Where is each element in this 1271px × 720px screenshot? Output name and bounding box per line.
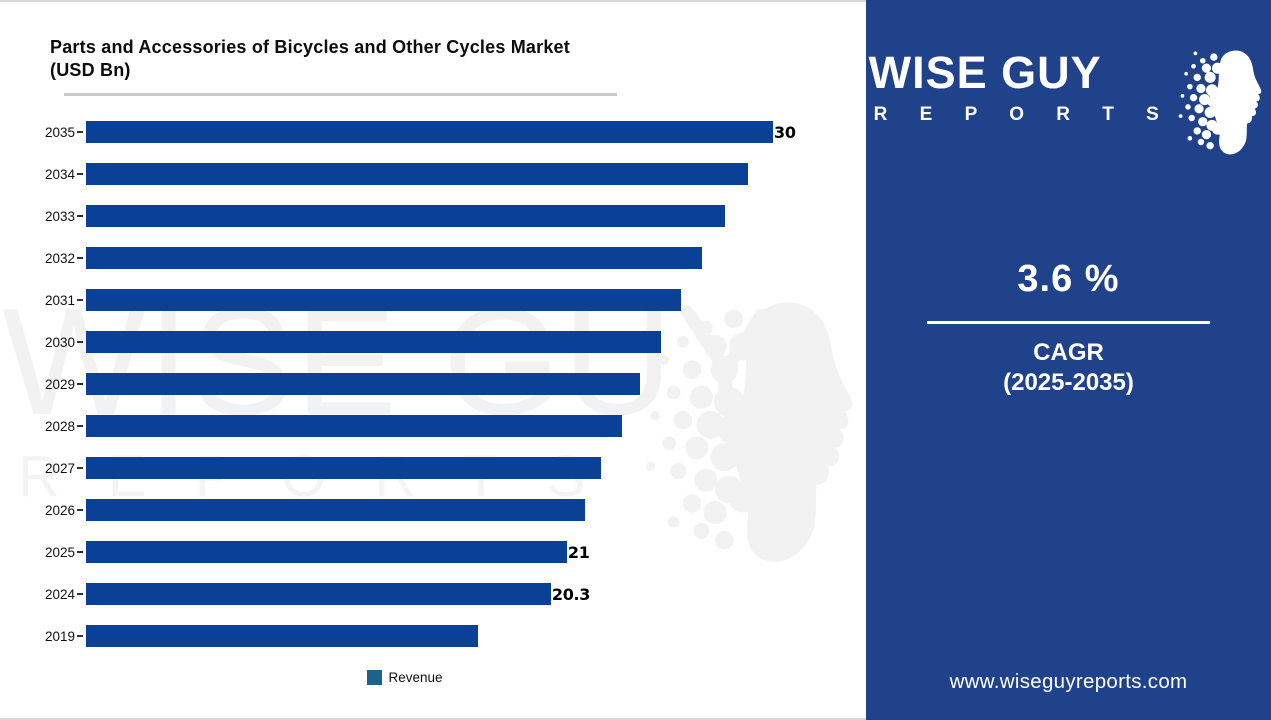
- year-axis-label: 2034: [44, 166, 75, 182]
- revenue-bar: [86, 331, 661, 353]
- axis-tick: [77, 257, 83, 259]
- axis-tick: [77, 509, 83, 511]
- revenue-bar: [86, 625, 478, 647]
- year-axis-label: 2030: [44, 334, 75, 350]
- bar-row: 2034: [0, 153, 866, 195]
- axis-tick: [77, 299, 83, 301]
- bar-row: 2030: [0, 321, 866, 363]
- axis-tick: [77, 425, 83, 427]
- axis-tick: [77, 467, 83, 469]
- year-axis-label: 2031: [44, 292, 75, 308]
- legend-swatch: [367, 670, 383, 685]
- year-axis-label: 2029: [44, 376, 75, 392]
- year-axis-label: 2025: [44, 544, 75, 560]
- logo-reports-text: R E P O R T S: [873, 104, 1173, 125]
- bar-row: 2033: [0, 195, 866, 237]
- cagr-value: 3.6 %: [1017, 258, 1120, 300]
- axis-tick: [77, 215, 83, 217]
- year-axis-label: 2035: [44, 124, 75, 140]
- axis-tick: [77, 383, 83, 385]
- axis-tick: [77, 551, 83, 553]
- revenue-bar: [86, 163, 748, 185]
- year-axis-label: 2033: [44, 208, 75, 224]
- revenue-bar: [86, 247, 702, 269]
- revenue-bar: [86, 457, 602, 479]
- bar-row: 2031: [0, 279, 866, 321]
- axis-tick: [77, 593, 83, 595]
- bar-value-label: 20.3: [551, 584, 591, 604]
- cagr-block: 3.6 % CAGR (2025-2035): [927, 258, 1210, 398]
- website-url: www.wiseguyreports.com: [949, 670, 1188, 693]
- year-axis-label: 2027: [44, 460, 75, 476]
- logo-face-icon: [1168, 46, 1268, 166]
- revenue-bar: [86, 121, 773, 143]
- year-axis-label: 2019: [44, 628, 75, 644]
- revenue-bar: [86, 373, 641, 395]
- year-axis-label: 2032: [44, 250, 75, 266]
- chart-legend: Revenue: [0, 670, 810, 685]
- bar-chart: 2035 30 2034 2033 2032 2031: [0, 111, 866, 657]
- bar-row: 2019: [0, 615, 866, 657]
- year-axis-label: 2026: [44, 502, 75, 518]
- bar-row: 2024 20.3: [0, 573, 866, 615]
- title-divider: [64, 93, 617, 96]
- bar-row: 2028: [0, 405, 866, 447]
- bar-row: 2029: [0, 363, 866, 405]
- year-axis-label: 2024: [44, 586, 75, 602]
- axis-tick: [77, 635, 83, 637]
- chart-title-line2: (USD Bn): [50, 60, 131, 80]
- bar-value-label: 30: [774, 122, 796, 142]
- axis-tick: [77, 341, 83, 343]
- revenue-bar: [86, 499, 586, 521]
- cagr-divider: [927, 321, 1210, 324]
- brand-panel: WISE GUY R E P O R T S 3.6 % CAGR (2025-…: [866, 0, 1271, 720]
- bar-value-label: 21: [567, 542, 590, 562]
- year-axis-label: 2028: [44, 418, 75, 434]
- revenue-bar: [86, 415, 622, 437]
- bar-row: 2025 21: [0, 531, 866, 573]
- chart-title-line1: Parts and Accessories of Bicycles and Ot…: [50, 37, 570, 57]
- revenue-bar: [86, 583, 551, 605]
- bar-row: 2026: [0, 489, 866, 531]
- logo-wiseguy-text: WISE GUY: [868, 47, 1102, 98]
- cagr-label-line2: (2025-2035): [1003, 368, 1134, 396]
- revenue-bar: [86, 289, 682, 311]
- legend-label: Revenue: [388, 670, 443, 685]
- revenue-bar: [86, 541, 567, 563]
- wiseguy-logo: WISE GUY R E P O R T S: [869, 50, 1269, 166]
- bar-row: 2027: [0, 447, 866, 489]
- bar-row: 2032: [0, 237, 866, 279]
- bar-row: 2035 30: [0, 111, 866, 153]
- revenue-bar: [86, 205, 725, 227]
- axis-tick: [77, 131, 83, 133]
- chart-title: Parts and Accessories of Bicycles and Ot…: [50, 36, 866, 82]
- axis-tick: [77, 173, 83, 175]
- cagr-label-line1: CAGR: [1033, 338, 1104, 366]
